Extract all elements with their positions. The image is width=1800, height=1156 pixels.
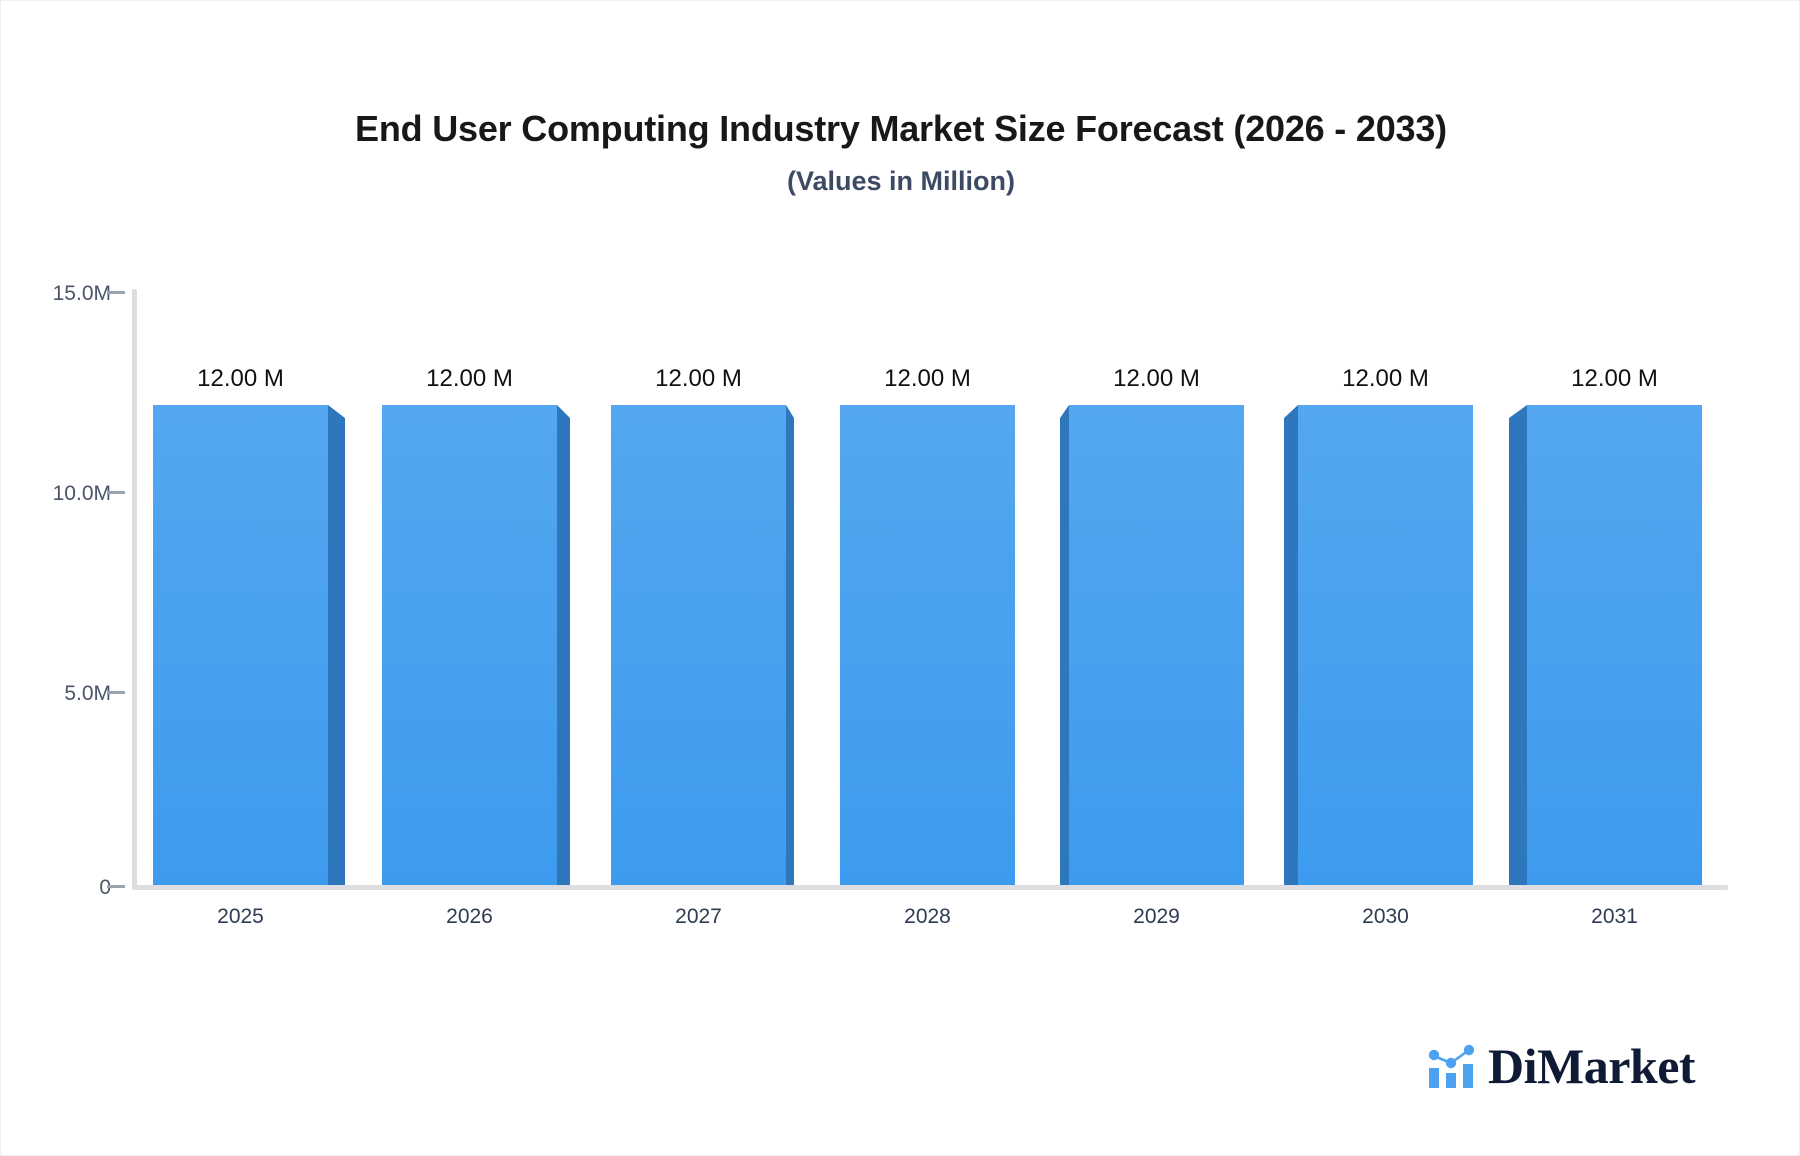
chart-subtitle: (Values in Million) xyxy=(786,165,1016,196)
bar-2029[interactable]: 12.00 M xyxy=(1060,367,1244,885)
title-block: End User Computing Industry Market Size … xyxy=(1,108,1799,196)
watermark-logo: DiMarket xyxy=(1426,1038,1696,1094)
x-tick-label-2026: 2026 xyxy=(446,905,493,928)
bar-value-label-2026: 12.00 M xyxy=(426,365,513,392)
bar-front-2030 xyxy=(1298,405,1473,885)
bar-2030[interactable]: 12.00 M xyxy=(1284,367,1473,885)
bar-2025[interactable]: 12.00 M xyxy=(153,367,345,885)
bar-front-2025 xyxy=(153,405,328,885)
page-title: End User Computing Industry Market Size … xyxy=(355,108,1447,149)
bar-2028[interactable]: 12.00 M xyxy=(840,367,1015,885)
bar-front-2027 xyxy=(611,405,786,885)
y-tick-label-3: 0 xyxy=(99,876,111,899)
bar-value-label-2030: 12.00 M xyxy=(1342,365,1429,392)
bar-side-2029 xyxy=(1060,405,1069,885)
y-axis-line xyxy=(132,289,137,889)
bar-front-2029 xyxy=(1069,405,1244,885)
bar-front-2026 xyxy=(382,405,557,885)
bar-front-2031 xyxy=(1527,405,1702,885)
bar-side-2030 xyxy=(1284,405,1298,885)
bar-2027[interactable]: 12.00 M xyxy=(611,367,794,885)
bar-2026[interactable]: 12.00 M xyxy=(382,367,570,885)
bar-value-label-2031: 12.00 M xyxy=(1571,365,1658,392)
y-tick-dash-1 xyxy=(107,491,125,494)
x-axis-line xyxy=(132,885,1728,890)
bar-side-2031 xyxy=(1509,405,1527,885)
y-tick-dash-3 xyxy=(107,885,125,888)
x-tick-label-2025: 2025 xyxy=(217,905,264,928)
y-tick-dash-2 xyxy=(107,691,125,694)
bar-value-label-2028: 12.00 M xyxy=(884,365,971,392)
bar-chart-logo-icon xyxy=(1428,1044,1475,1088)
bar-front-2028 xyxy=(840,405,1015,885)
x-tick-label-2031: 2031 xyxy=(1591,905,1638,928)
y-tick-label-2: 5.0M xyxy=(64,682,111,705)
bar-value-label-2027: 12.00 M xyxy=(655,365,742,392)
bar-2031[interactable]: 12.00 M xyxy=(1509,367,1702,885)
bar-side-2025 xyxy=(328,405,345,885)
bar-side-2027 xyxy=(786,405,794,885)
x-tick-label-2028: 2028 xyxy=(904,905,951,928)
y-tick-dash-0 xyxy=(107,291,125,294)
brand-name: DiMarket xyxy=(1488,1038,1696,1094)
bar-side-2026 xyxy=(557,405,570,885)
bar-value-label-2025: 12.00 M xyxy=(197,365,284,392)
bar-value-label-2029: 12.00 M xyxy=(1113,365,1200,392)
y-tick-label-1: 10.0M xyxy=(52,482,111,505)
x-tick-label-2029: 2029 xyxy=(1133,905,1180,928)
y-tick-label-0: 15.0M xyxy=(52,282,111,305)
x-tick-label-2027: 2027 xyxy=(675,905,722,928)
x-tick-label-2030: 2030 xyxy=(1362,905,1409,928)
